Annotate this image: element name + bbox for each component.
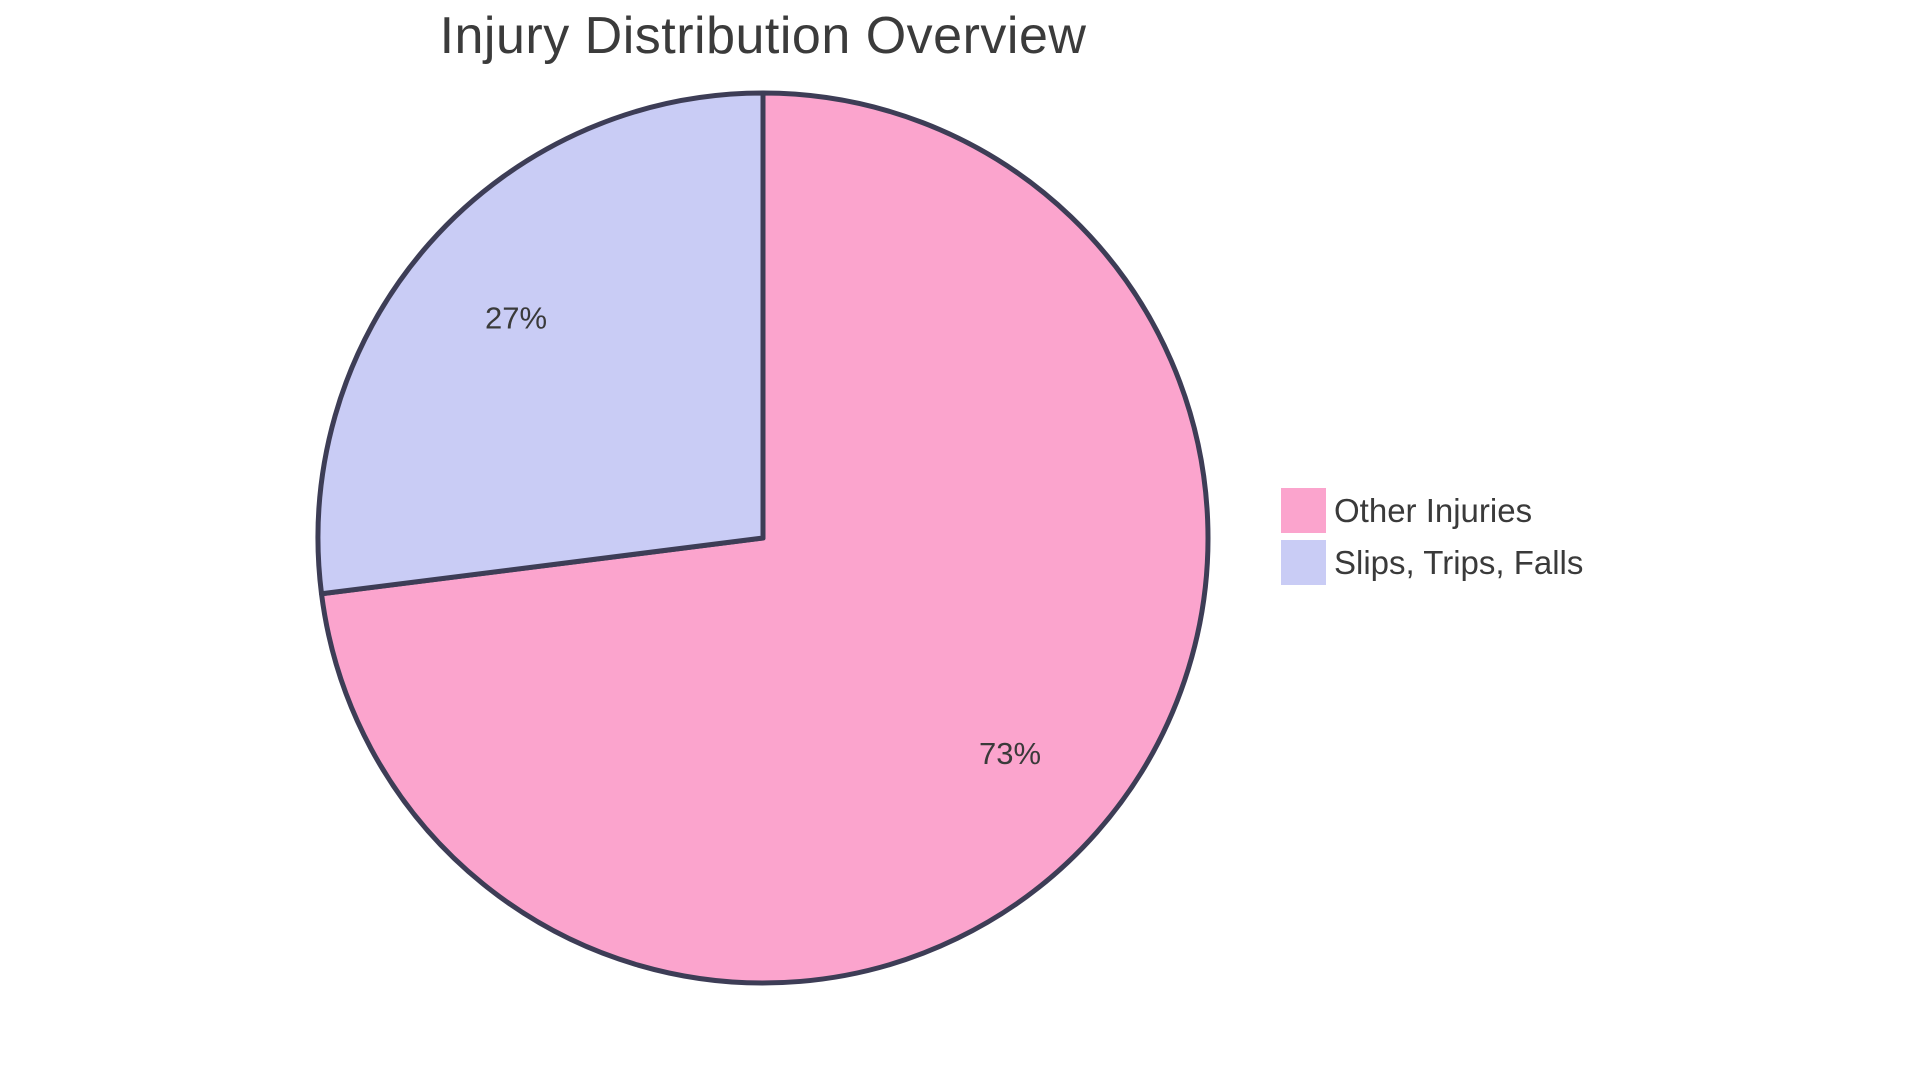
legend-item-other-injuries[interactable]: Other Injuries (1281, 488, 1583, 533)
chart-title: Injury Distribution Overview (439, 7, 1087, 65)
legend-swatch-slips-trips-falls (1281, 540, 1326, 585)
legend-item-slips-trips-falls[interactable]: Slips, Trips, Falls (1281, 540, 1583, 585)
legend-label: Slips, Trips, Falls (1334, 543, 1584, 581)
slice-label-1: 27% (485, 300, 547, 335)
legend: Other Injuries Slips, Trips, Falls (1281, 488, 1583, 585)
pie-slice-1[interactable] (315, 90, 766, 597)
legend-label: Other Injuries (1334, 491, 1533, 529)
slice-label-0: 73% (979, 736, 1041, 771)
legend-swatch-other-injuries (1281, 488, 1326, 533)
